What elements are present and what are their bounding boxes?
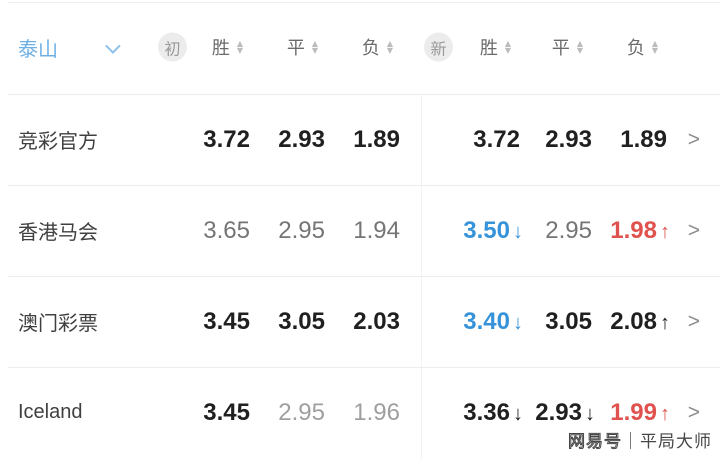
row-detail-link[interactable]: > xyxy=(670,128,706,152)
bookmaker-name: 香港马会 xyxy=(18,222,98,244)
new-win-odds: 3.72 xyxy=(473,125,520,153)
new-win-odds: 3.40 ↓ xyxy=(463,307,523,335)
row-detail-link[interactable]: > xyxy=(670,219,706,243)
chevron-right-icon: > xyxy=(687,309,700,333)
header-initial-draw[interactable]: 平 ▲ ▼ xyxy=(250,0,325,94)
watermark-brand: 网易号 xyxy=(568,432,622,452)
sort-icon[interactable]: ▲ ▼ xyxy=(504,39,511,55)
trend-down-arrow: ↓ xyxy=(585,402,595,425)
trend-down-arrow: ↓ xyxy=(513,402,523,425)
initial-draw-odds: 3.05 xyxy=(278,307,325,335)
bookmaker-name: Iceland xyxy=(18,401,83,423)
sort-up-icon: ▲ xyxy=(651,39,658,48)
sort-up-icon: ▲ xyxy=(311,39,318,48)
sort-down-icon: ▼ xyxy=(236,46,243,55)
team-selector[interactable]: 泰山 xyxy=(0,33,150,62)
header-new-lose[interactable]: 负 ▲ ▼ xyxy=(595,0,670,94)
sort-down-icon: ▼ xyxy=(576,46,583,55)
top-divider xyxy=(8,2,720,3)
table-header: 泰山 初 胜 ▲ ▼ 平 ▲ ▼ 负 ▲ ▼ 新 胜 ▲ ▼ 平 ▲ ▼ 负 ▲ ▼ xyxy=(0,0,720,94)
chevron-right-icon: > xyxy=(687,127,700,151)
watermark-author: 平局大师 xyxy=(640,432,712,451)
initial-lose-odds: 1.96 xyxy=(353,398,400,426)
row-detail-link[interactable]: > xyxy=(670,310,706,334)
new-lose-odds: 1.99 ↑ xyxy=(610,398,670,426)
sort-icon[interactable]: ▲ ▼ xyxy=(651,39,658,55)
trend-up-arrow: ↑ xyxy=(660,311,670,334)
chevron-right-icon: > xyxy=(687,400,700,424)
bookmaker-row[interactable]: 香港马会 3.65 2.95 1.94 3.50 ↓ 2.95 1.98 ↑ > xyxy=(0,185,720,276)
col-label-lose: 负 xyxy=(626,38,645,58)
new-win-odds: 3.50 ↓ xyxy=(463,216,523,244)
header-initial-lose[interactable]: 负 ▲ ▼ xyxy=(325,0,400,94)
sort-icon[interactable]: ▲ ▼ xyxy=(386,39,393,55)
col-label-win: 胜 xyxy=(211,38,230,58)
sort-down-icon: ▼ xyxy=(651,46,658,55)
new-lose-odds: 2.08 ↑ xyxy=(610,307,670,335)
initial-win-odds: 3.45 xyxy=(203,398,250,426)
initial-lose-odds: 1.89 xyxy=(353,125,400,153)
sort-up-icon: ▲ xyxy=(236,39,243,48)
sort-up-icon: ▲ xyxy=(386,39,393,48)
col-label-draw: 平 xyxy=(286,38,305,58)
bookmaker-name: 澳门彩票 xyxy=(18,313,98,335)
chevron-right-icon: > xyxy=(687,218,700,242)
initial-odds-badge: 初 xyxy=(158,32,187,62)
col-label-draw: 平 xyxy=(551,38,570,58)
sort-up-icon: ▲ xyxy=(576,39,583,48)
initial-win-odds: 3.65 xyxy=(203,216,250,244)
new-draw-odds: 3.05 xyxy=(545,307,592,335)
col-label-lose: 负 xyxy=(361,38,380,58)
initial-draw-odds: 2.95 xyxy=(278,216,325,244)
trend-down-arrow: ↓ xyxy=(513,220,523,243)
sort-icon[interactable]: ▲ ▼ xyxy=(576,39,583,55)
bookmaker-row[interactable]: 竞彩官方 3.72 2.93 1.89 3.72 2.93 1.89 > xyxy=(0,94,720,185)
trend-up-arrow: ↑ xyxy=(660,220,670,243)
trend-down-arrow: ↓ xyxy=(513,311,523,334)
trend-up-arrow: ↑ xyxy=(660,402,670,425)
chevron-down-icon[interactable] xyxy=(105,37,121,54)
new-odds-badge: 新 xyxy=(424,32,453,62)
sort-down-icon: ▼ xyxy=(504,46,511,55)
header-initial-win[interactable]: 初 胜 ▲ ▼ xyxy=(150,0,250,94)
team-name: 泰山 xyxy=(18,38,58,61)
new-draw-odds: 2.93 xyxy=(545,125,592,153)
bookmaker-row[interactable]: 澳门彩票 3.45 3.05 2.03 3.40 ↓ 3.05 2.08 ↑ > xyxy=(0,276,720,367)
initial-draw-odds: 2.95 xyxy=(278,398,325,426)
new-lose-odds: 1.98 ↑ xyxy=(610,216,670,244)
sort-icon[interactable]: ▲ ▼ xyxy=(311,39,318,55)
sort-up-icon: ▲ xyxy=(504,39,511,48)
initial-draw-odds: 2.93 xyxy=(278,125,325,153)
header-new-win[interactable]: 新 胜 ▲ ▼ xyxy=(422,0,523,94)
new-lose-odds: 1.89 xyxy=(620,125,667,153)
initial-lose-odds: 2.03 xyxy=(353,307,400,335)
bookmaker-row[interactable]: Iceland 3.45 2.95 1.96 3.36 ↓ 2.93 ↓ 1.99 ↑… xyxy=(0,367,720,458)
watermark-separator: ｜ xyxy=(622,432,640,451)
sort-down-icon: ▼ xyxy=(386,46,393,55)
new-draw-odds: 2.95 xyxy=(545,216,592,244)
sort-icon[interactable]: ▲ ▼ xyxy=(236,39,243,55)
sort-down-icon: ▼ xyxy=(311,46,318,55)
initial-lose-odds: 1.94 xyxy=(353,216,400,244)
row-detail-link[interactable]: > xyxy=(670,401,706,425)
header-new-draw[interactable]: 平 ▲ ▼ xyxy=(523,0,595,94)
watermark: 网易号 ｜ 平局大师 xyxy=(568,427,712,452)
initial-win-odds: 3.45 xyxy=(203,307,250,335)
initial-win-odds: 3.72 xyxy=(203,125,250,153)
new-draw-odds: 2.93 ↓ xyxy=(535,398,595,426)
bookmaker-name: 竞彩官方 xyxy=(18,131,98,153)
col-label-win: 胜 xyxy=(479,38,498,58)
new-win-odds: 3.36 ↓ xyxy=(463,398,523,426)
